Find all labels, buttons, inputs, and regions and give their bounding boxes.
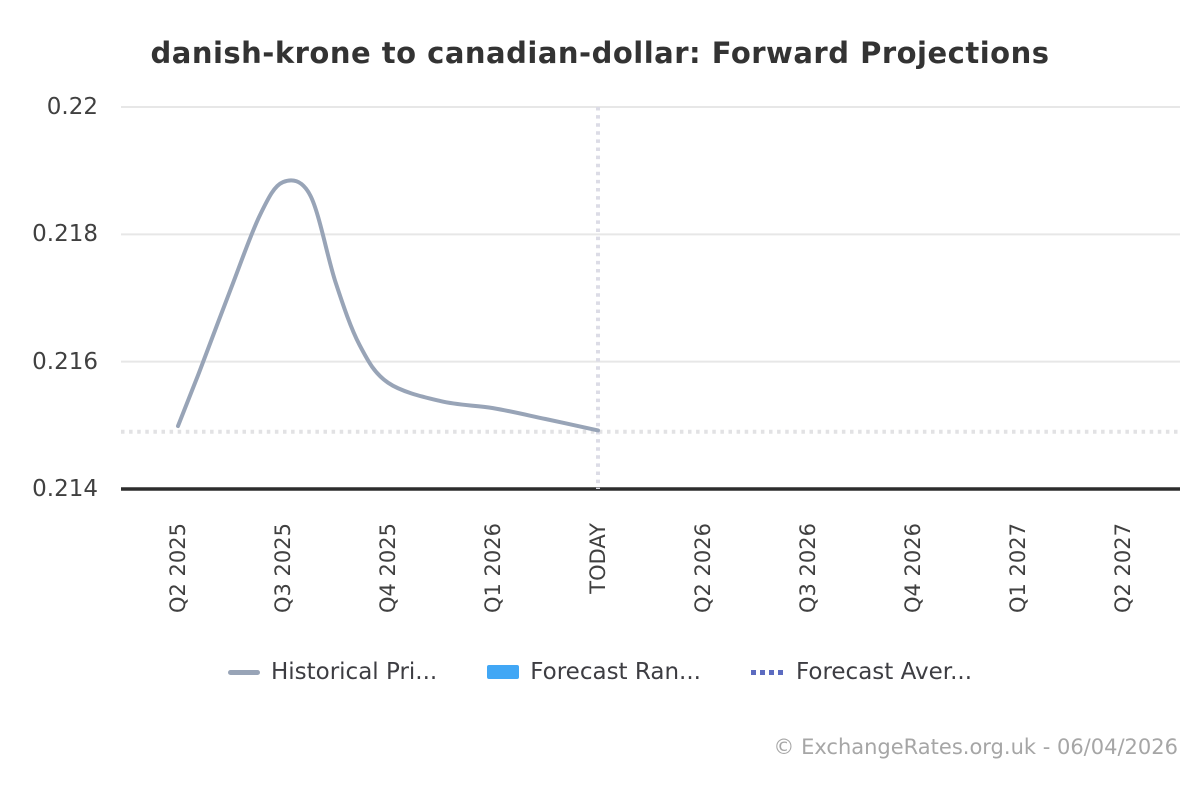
x-tick-label: Q3 2025	[271, 523, 295, 614]
chart-legend: Historical Pri... Forecast Ran... Forecast…	[0, 659, 1200, 685]
x-tick-label: Q3 2026	[796, 523, 820, 614]
x-tick-label: Q4 2026	[901, 523, 925, 614]
legend-item[interactable]: Forecast Aver...	[750, 659, 973, 685]
legend-dotted-swatch-icon	[750, 669, 785, 675]
x-tick-label: TODAY	[586, 523, 610, 594]
x-tick-label: Q2 2026	[691, 523, 715, 614]
x-tick-label: Q4 2025	[376, 523, 400, 614]
legend-label: Forecast Ran...	[530, 659, 701, 685]
x-tick-label: Q2 2025	[166, 523, 190, 614]
y-tick-label: 0.216	[32, 348, 98, 375]
y-tick-label: 0.218	[32, 221, 98, 248]
legend-range-swatch-icon	[487, 665, 520, 679]
x-tick-label: Q1 2026	[481, 523, 505, 614]
historical-price-curve	[176, 178, 600, 433]
chart-title: danish-krone to canadian-dollar: Forward…	[150, 36, 1050, 70]
copyright-attribution: © ExchangeRates.org.uk - 06/04/2026	[773, 735, 1178, 759]
x-tick-label: Q2 2027	[1111, 523, 1135, 614]
legend-label: Forecast Aver...	[795, 659, 973, 685]
y-tick-label: 0.22	[46, 94, 98, 120]
legend-label: Historical Pri...	[270, 659, 438, 685]
legend-item[interactable]: Forecast Ran...	[487, 659, 701, 685]
legend-item[interactable]: Historical Pri...	[227, 659, 438, 685]
x-tick-label: Q1 2027	[1006, 523, 1030, 614]
y-tick-label: 0.214	[32, 476, 98, 502]
legend-line-swatch-icon	[227, 669, 260, 675]
